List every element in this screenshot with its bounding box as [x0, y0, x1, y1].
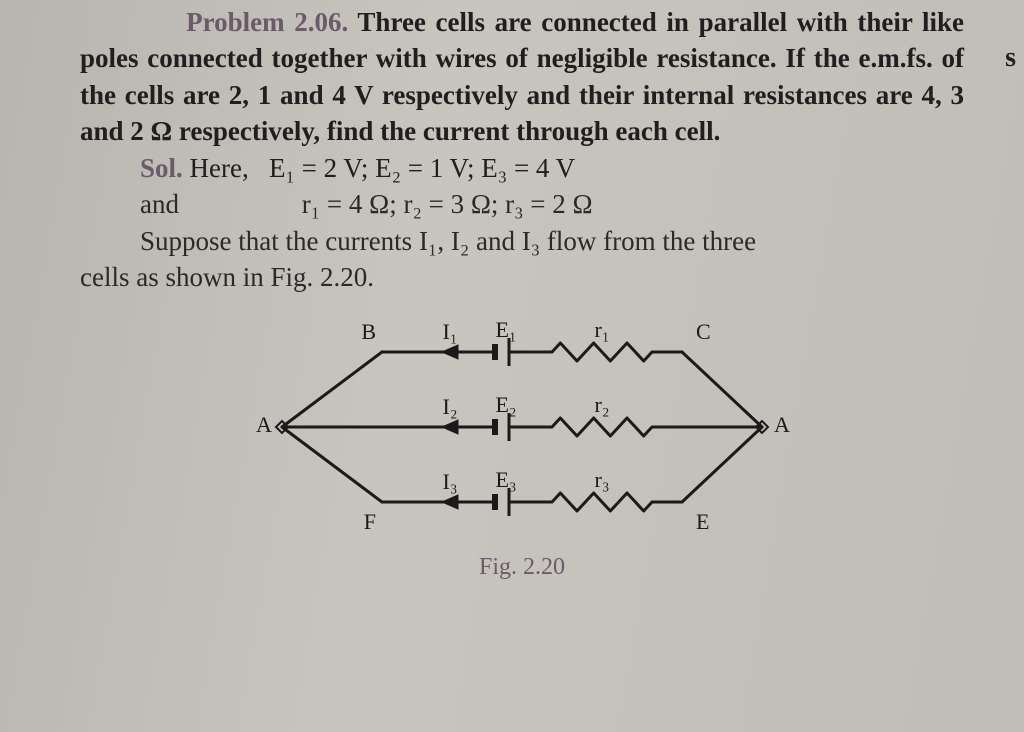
figure-caption: Fig. 2.20 [80, 554, 964, 581]
suppose-line-a: Suppose that the currents I₁, I₂ and I₃ … [80, 223, 964, 259]
svg-text:A: A [256, 412, 272, 437]
solution-emf-line: Sol. Here, E₁ = 2 V; E₂ = 1 V; E₃ = 4 V [80, 150, 964, 186]
r-values: r₁ = 4 Ω; r₂ = 3 Ω; r₃ = 2 Ω [302, 189, 593, 219]
svg-text:r₃: r₃ [595, 467, 610, 492]
svg-text:F: F [364, 509, 376, 534]
problem-text-line1: Three cells are connected in parallel [357, 7, 787, 37]
svg-text:E: E [696, 509, 709, 534]
suppose-text-a: Suppose that the currents I₁, I₂ and I₃ … [140, 226, 756, 256]
solution-here: Here, [190, 153, 249, 183]
svg-text:I₂: I₂ [443, 394, 458, 419]
page: s Problem 2.06. Three cells are connecte… [0, 0, 1024, 732]
svg-text:A: A [774, 412, 790, 437]
svg-text:r₁: r₁ [595, 317, 610, 342]
problem-label: Problem 2.06. [186, 7, 348, 37]
figure-wrap: I₁ E₁ r₁ I₂ E₂ r₂ I₃ E₃ r₃ A A B C F E Fig. 2.20 [80, 302, 964, 581]
svg-text:E₃: E₃ [495, 467, 516, 492]
edge-cut-letter: s [1005, 42, 1016, 74]
svg-text:C: C [696, 319, 711, 344]
suppose-text-b: cells as shown in Fig. 2.20. [80, 262, 374, 292]
problem-paragraph: Problem 2.06. Three cells are connected … [80, 0, 964, 150]
emf-values: E₁ = 2 V; E₂ = 1 V; E₃ = 4 V [269, 153, 575, 183]
svg-text:I₁: I₁ [443, 319, 458, 344]
solution-r-line: and r₁ = 4 Ω; r₂ = 3 Ω; r₃ = 2 Ω [80, 186, 964, 222]
svg-text:E₁: E₁ [495, 317, 516, 342]
and-label: and [140, 186, 295, 222]
solution-label: Sol. [140, 153, 183, 183]
suppose-line-b: cells as shown in Fig. 2.20. [80, 259, 964, 295]
svg-text:B: B [361, 319, 376, 344]
circuit-diagram: I₁ E₁ r₁ I₂ E₂ r₂ I₃ E₃ r₃ A A B C F E [242, 302, 802, 552]
svg-text:E₂: E₂ [495, 392, 516, 417]
svg-text:r₂: r₂ [595, 392, 610, 417]
svg-text:I₃: I₃ [443, 469, 458, 494]
